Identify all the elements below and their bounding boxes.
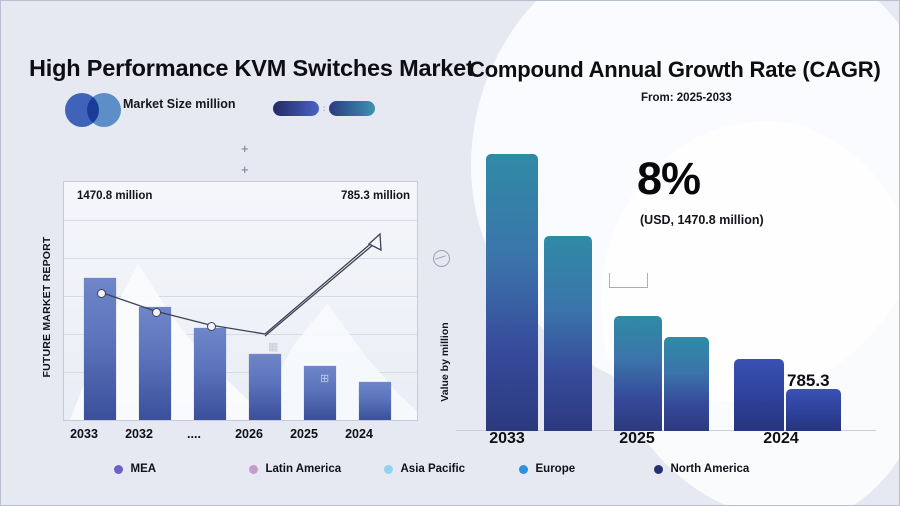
legend-item-mea[interactable]: MEA: [113, 463, 249, 475]
market-size-legend-label: Market Size million: [123, 97, 236, 111]
left-chart-value-end: 785.3 million: [341, 190, 411, 202]
legend-item-latin-america[interactable]: Latin America: [248, 463, 384, 475]
bracket-decoration: [609, 273, 649, 289]
bar-2026: [249, 354, 281, 420]
legend-swatch-icon: [518, 464, 528, 474]
left-chart-value-start: 1470.8 million: [77, 190, 153, 202]
legend-label: Asia Pacific: [400, 463, 466, 475]
x-tick-2024: 2024: [345, 427, 373, 441]
bar-2033-secondary: [544, 236, 592, 431]
grid-line: [64, 334, 417, 335]
decorative-glyph-icon: ▦: [268, 341, 279, 353]
x-tick-2033: 2033: [70, 427, 98, 441]
x-tick-ellipsis: ....: [187, 427, 201, 441]
line-marker: [97, 289, 106, 298]
trend-line-overlay: [99, 232, 382, 337]
left-chart-title: High Performance KVM Switches Market: [29, 55, 474, 81]
legend-label: MEA: [130, 463, 157, 475]
venn-circle-right: [87, 93, 121, 127]
chart-legend: MEA Latin America Asia Pacific Europe No…: [1, 463, 899, 475]
legend-swatch-icon: [383, 464, 393, 474]
grid-line: [64, 296, 417, 297]
x-tick-2026: 2026: [235, 427, 263, 441]
legend-item-north-america[interactable]: North America: [653, 463, 789, 475]
legend-label: North America: [670, 463, 750, 475]
grid-line: [64, 220, 417, 221]
line-marker: [152, 308, 161, 317]
no-entry-circle-icon: [433, 250, 450, 267]
bar-2025: [304, 366, 336, 420]
pill-toggle-separator: :: [323, 104, 326, 113]
legend-label: Latin America: [265, 463, 342, 475]
left-chart-y-axis-label: FUTURE MARKET REPORT: [41, 236, 53, 378]
legend-item-europe[interactable]: Europe: [518, 463, 654, 475]
right-chart-data-label: 785.3: [787, 371, 830, 390]
plus-decoration-icon: +: [241, 141, 249, 156]
plus-decoration-icon: +: [241, 162, 249, 177]
legend-swatch-icon: [248, 464, 258, 474]
cagr-value: 8%: [637, 153, 701, 204]
bar-2033-primary: [486, 154, 538, 431]
bar-2024: [359, 382, 391, 420]
x-tick-2033: 2033: [489, 430, 525, 447]
x-tick-2025: 2025: [619, 430, 655, 447]
venn-circles-icon: [65, 93, 133, 127]
pill-toggle-left[interactable]: [273, 101, 319, 116]
legend-swatch-icon: [113, 464, 123, 474]
bar-2024-primary: [734, 359, 784, 431]
bar-2033: [84, 278, 116, 420]
right-chart-plot-area: [456, 141, 876, 431]
decorative-glyph-icon: ⊞: [320, 373, 330, 385]
background-blob-secondary: [601, 121, 899, 505]
bar-dots: [194, 328, 226, 420]
legend-item-asia-pacific[interactable]: Asia Pacific: [383, 463, 519, 475]
grid-line: [64, 372, 417, 373]
left-chart-plot-area: ▦ ⊞: [63, 181, 418, 421]
right-chart-y-axis-label: Value by million: [439, 322, 451, 402]
cagr-usd-note: (USD, 1470.8 million): [640, 213, 764, 227]
right-chart-title: Compound Annual Growth Rate (CAGR): [469, 57, 881, 82]
x-tick-2025: 2025: [290, 427, 318, 441]
legend-label: Europe: [535, 463, 576, 475]
legend-swatch-icon: [653, 464, 663, 474]
pill-toggle-icon[interactable]: :: [273, 101, 376, 116]
bar-2032: [139, 307, 171, 420]
bar-2025-primary: [614, 316, 662, 431]
line-marker: [207, 322, 216, 331]
grid-line: [64, 258, 417, 259]
bar-2024-secondary: [786, 389, 841, 431]
pill-toggle-right[interactable]: [329, 101, 376, 116]
right-chart-subtitle: From: 2025-2033: [641, 92, 732, 104]
x-tick-2032: 2032: [125, 427, 153, 441]
bar-2025-secondary: [664, 337, 709, 431]
x-tick-2024: 2024: [763, 430, 799, 447]
